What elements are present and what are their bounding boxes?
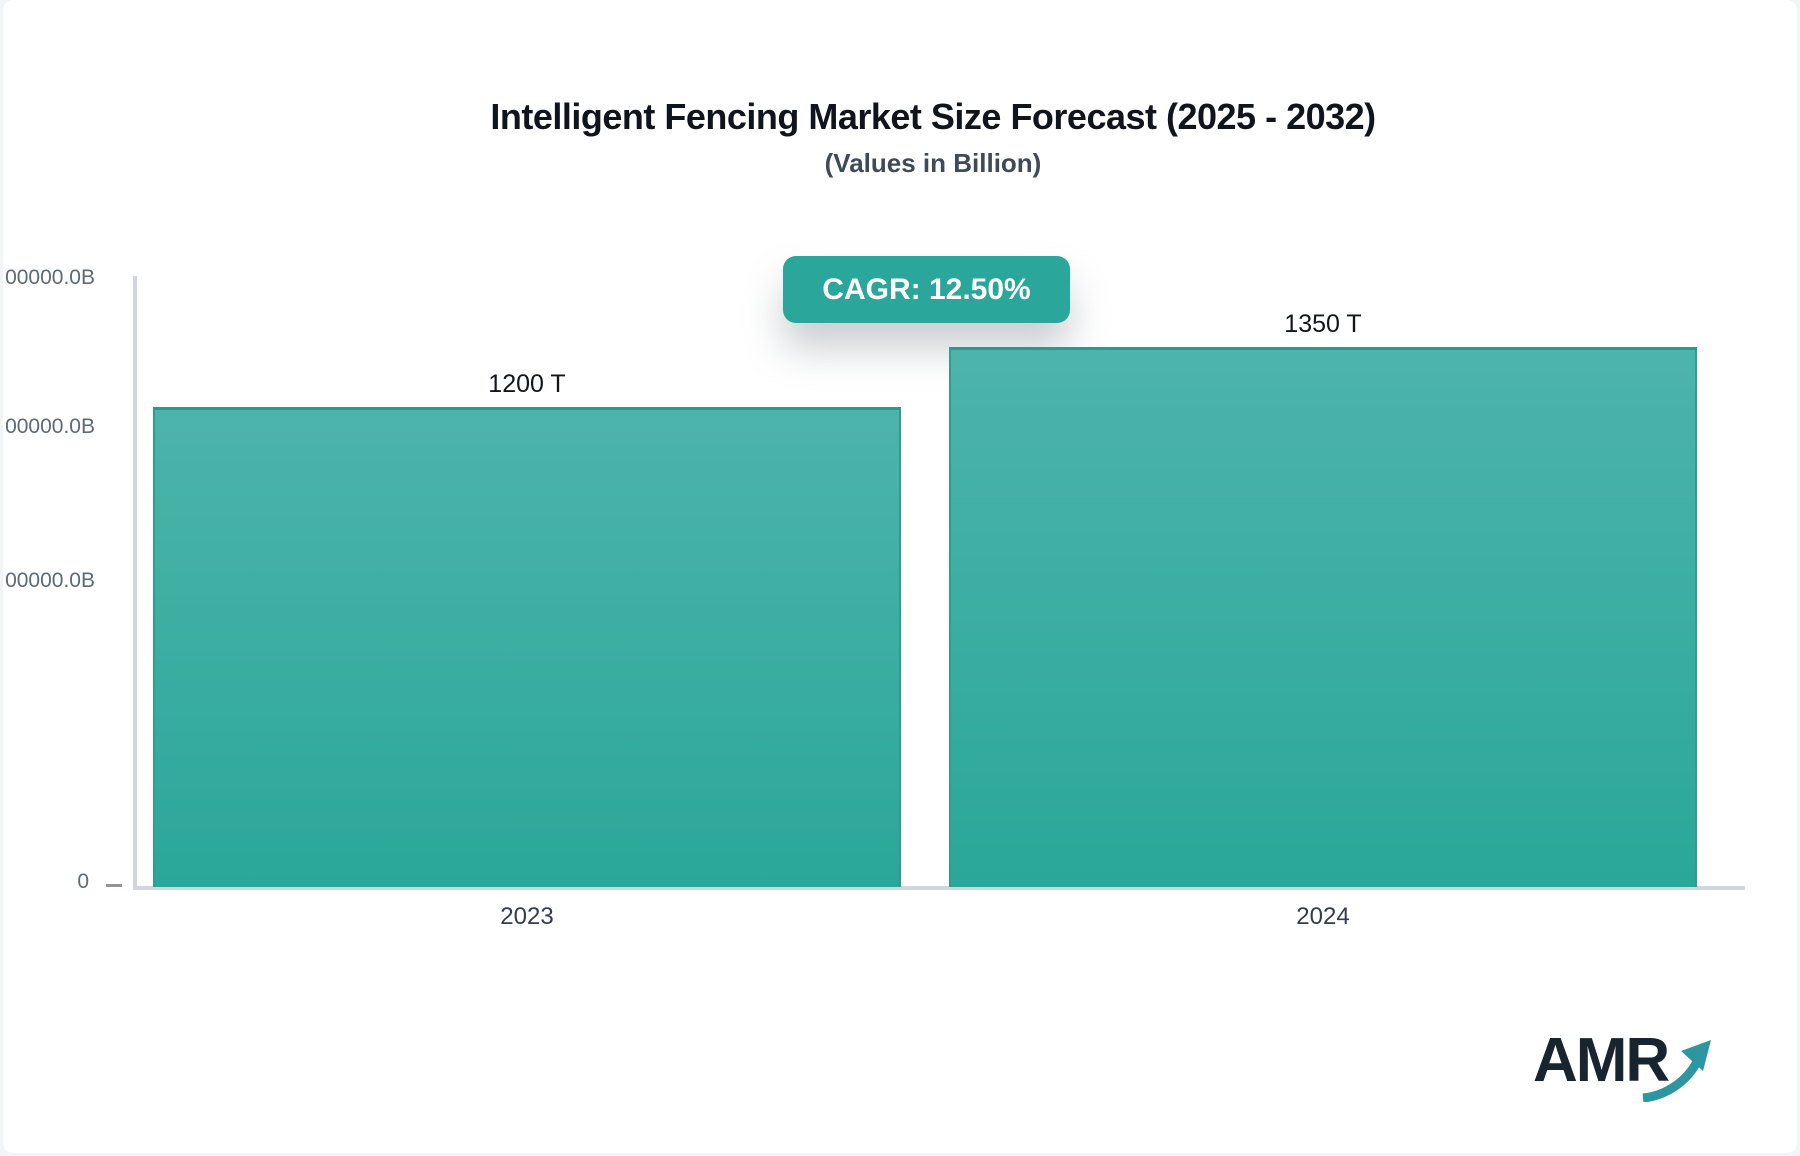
y-tick-label: 00000.0B (5, 415, 95, 438)
bar-2024[interactable] (949, 347, 1697, 887)
bar-2023[interactable] (153, 407, 901, 887)
y-tick-label-zero: 0 (77, 870, 89, 893)
trend-up-arrow-icon (1642, 1040, 1711, 1102)
x-axis-label-2023: 2023 (500, 903, 554, 930)
bar-value-label-2023: 1200 T (488, 370, 566, 398)
amr-logo-text: AMR (1533, 1026, 1670, 1095)
amr-logo: AMR (1533, 1030, 1713, 1110)
y-tick-label: 00000.0B (5, 569, 95, 592)
y-axis-line (133, 276, 137, 890)
y-tick-label: 00000.0B (5, 266, 95, 289)
chart-title: Intelligent Fencing Market Size Forecast… (490, 96, 1376, 137)
y-axis-zero-tick (106, 884, 122, 887)
cagr-badge: CAGR: 12.50% (783, 256, 1070, 323)
chart-card: Intelligent Fencing Market Size Forecast… (3, 0, 1797, 1153)
bar-value-label-2024: 1350 T (1284, 310, 1362, 338)
x-axis-label-2024: 2024 (1296, 903, 1350, 930)
x-axis-line (133, 886, 1745, 890)
chart-subtitle: (Values in Billion) (824, 148, 1042, 178)
